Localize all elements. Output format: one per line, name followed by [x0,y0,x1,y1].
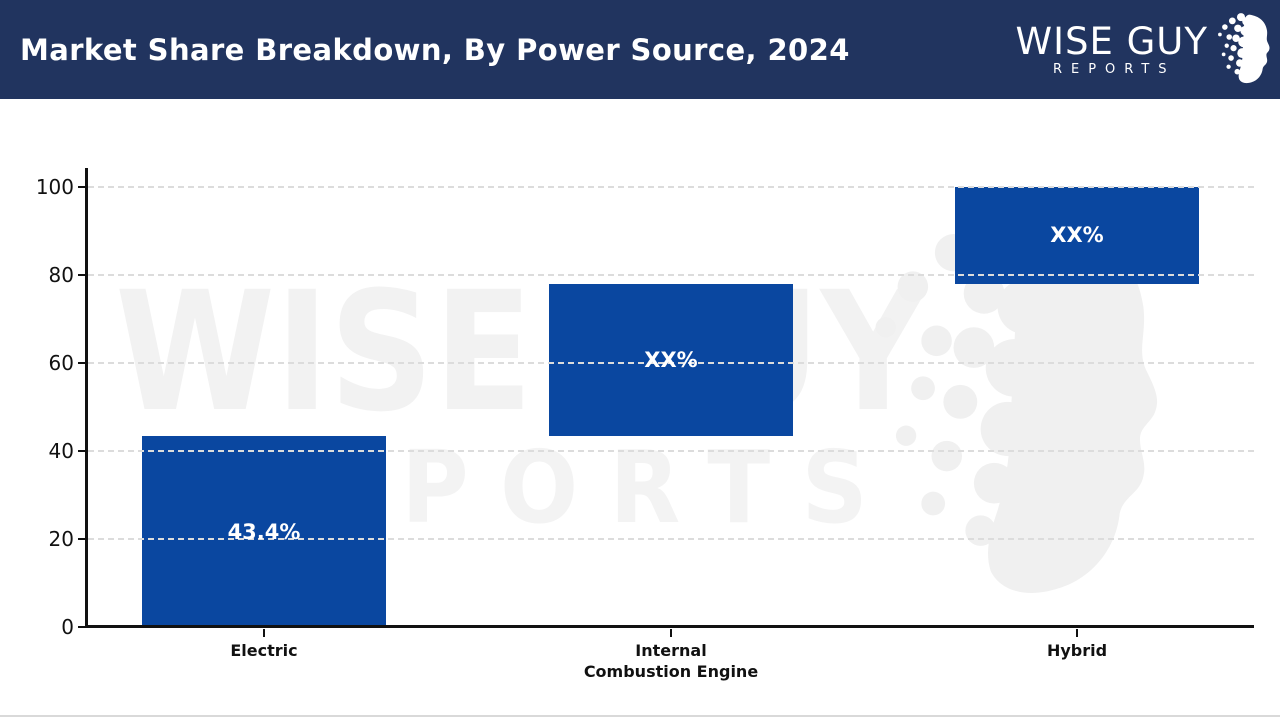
logo-subtitle: REPORTS [1052,62,1176,78]
y-tick-label: 60 [48,351,74,375]
chart-title: Market Share Breakdown, By Power Source,… [20,32,850,67]
watermark-wordmark: WISE GUY [115,256,926,448]
chart-bar [549,283,793,437]
y-tick-label: 100 [35,175,74,199]
y-tick [78,362,88,364]
x-category-label: Electric [230,641,298,660]
bar-value-label: 43.4% [227,519,301,544]
y-tick [78,274,88,276]
gridline [88,186,1254,188]
x-category-label: Internal [635,641,707,660]
chart-bar [955,187,1199,284]
x-tick [670,629,672,637]
y-tick-label: 80 [48,263,74,287]
bar-value-label: XX% [644,347,698,372]
y-tick-label: 0 [61,615,74,639]
logo-text: WISE GUY REPORTS [1015,19,1208,78]
y-tick [78,450,88,452]
y-tick [78,626,88,628]
gridline [88,538,1254,540]
gridline [88,362,1254,364]
bar-value-label: XX% [1050,223,1104,248]
y-axis-line [85,168,88,628]
x-category-label: Combustion Engine [583,662,759,681]
gridline [88,450,1254,452]
chart-bar [142,436,386,627]
gridline [88,274,1254,276]
x-tick [1076,629,1078,637]
y-tick [78,186,88,188]
y-tick [78,538,88,540]
y-tick-label: 20 [48,527,74,551]
x-tick [263,629,265,637]
footer-divider [0,715,1280,717]
x-axis-line [85,625,1254,628]
logo-wordmark: WISE GUY [1015,19,1208,63]
y-tick-label: 40 [48,439,74,463]
x-category-label: Hybrid [1046,641,1108,660]
wise-guy-logo: WISE GUY REPORTS [1016,6,1272,94]
logo-face-icon [1218,13,1270,84]
header-band: Market Share Breakdown, By Power Source,… [0,0,1280,99]
